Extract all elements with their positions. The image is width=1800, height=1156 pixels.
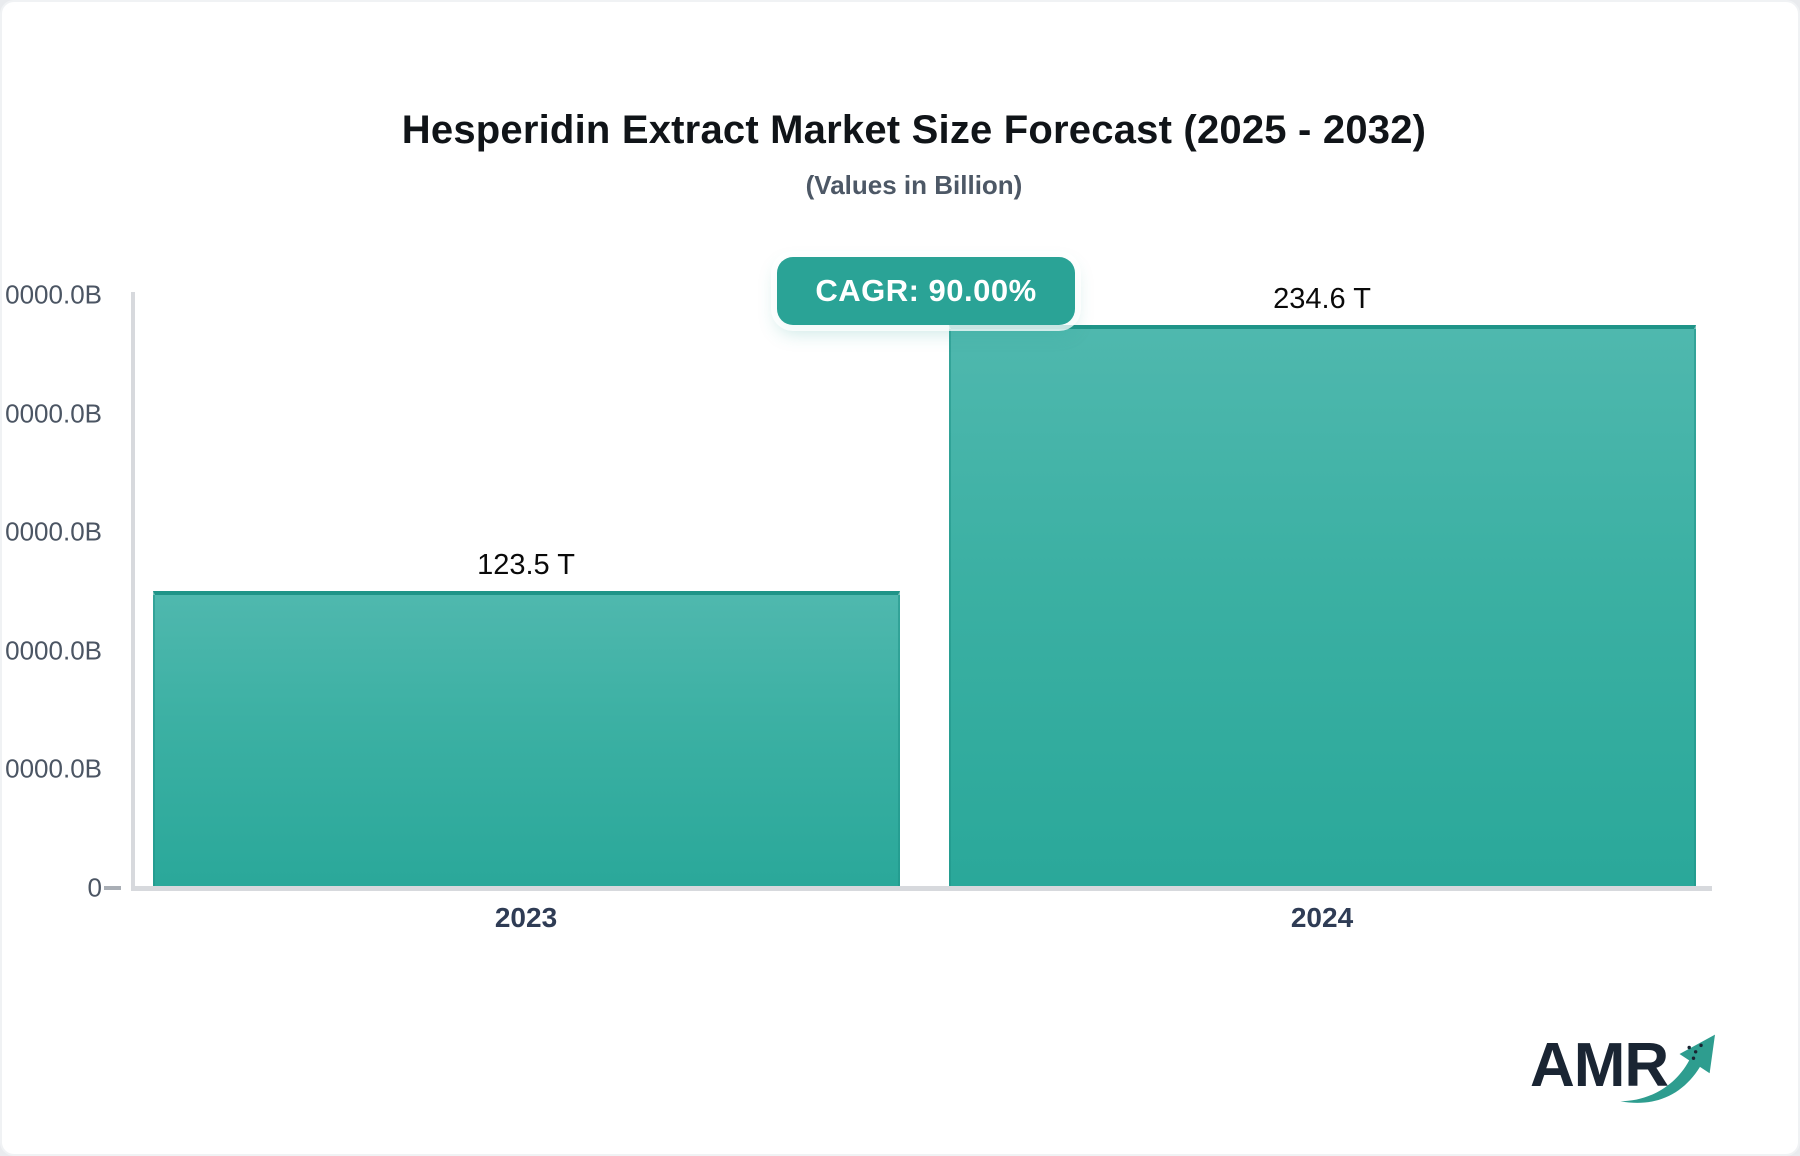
bar-2023[interactable] bbox=[153, 591, 900, 886]
chart-subtitle: (Values in Billion) bbox=[805, 170, 1023, 200]
bar-value-label: 234.6 T bbox=[1273, 283, 1371, 315]
cagr-badge-label: CAGR: 90.00% bbox=[815, 273, 1037, 308]
growth-arrow-icon bbox=[1620, 1034, 1715, 1103]
chart-title: Hesperidin Extract Market Size Forecast … bbox=[401, 108, 1427, 152]
x-axis-line bbox=[131, 886, 1712, 891]
y-tick-label: 0 bbox=[87, 872, 102, 903]
y-tick-label: 0000.0B bbox=[5, 753, 102, 784]
amr-logo-text: AMR bbox=[1530, 1031, 1669, 1100]
cagr-badge: CAGR: 90.00% bbox=[777, 257, 1075, 325]
y-tick-label: 0000.0B bbox=[5, 398, 102, 429]
x-tick-label-2024: 2024 bbox=[1290, 902, 1354, 933]
amr-logo: AMR bbox=[1530, 1030, 1720, 1120]
y-tick-label: 0000.0B bbox=[5, 516, 102, 547]
y-axis-line bbox=[131, 292, 135, 887]
y-tick-label: 0000.0B bbox=[5, 279, 102, 310]
y-tick-mark bbox=[104, 886, 121, 890]
x-tick-label-2023: 2023 bbox=[494, 902, 558, 933]
y-tick-label: 0000.0B bbox=[5, 635, 102, 666]
bar-2024[interactable] bbox=[949, 325, 1696, 886]
bar-value-label: 123.5 T bbox=[477, 549, 575, 581]
